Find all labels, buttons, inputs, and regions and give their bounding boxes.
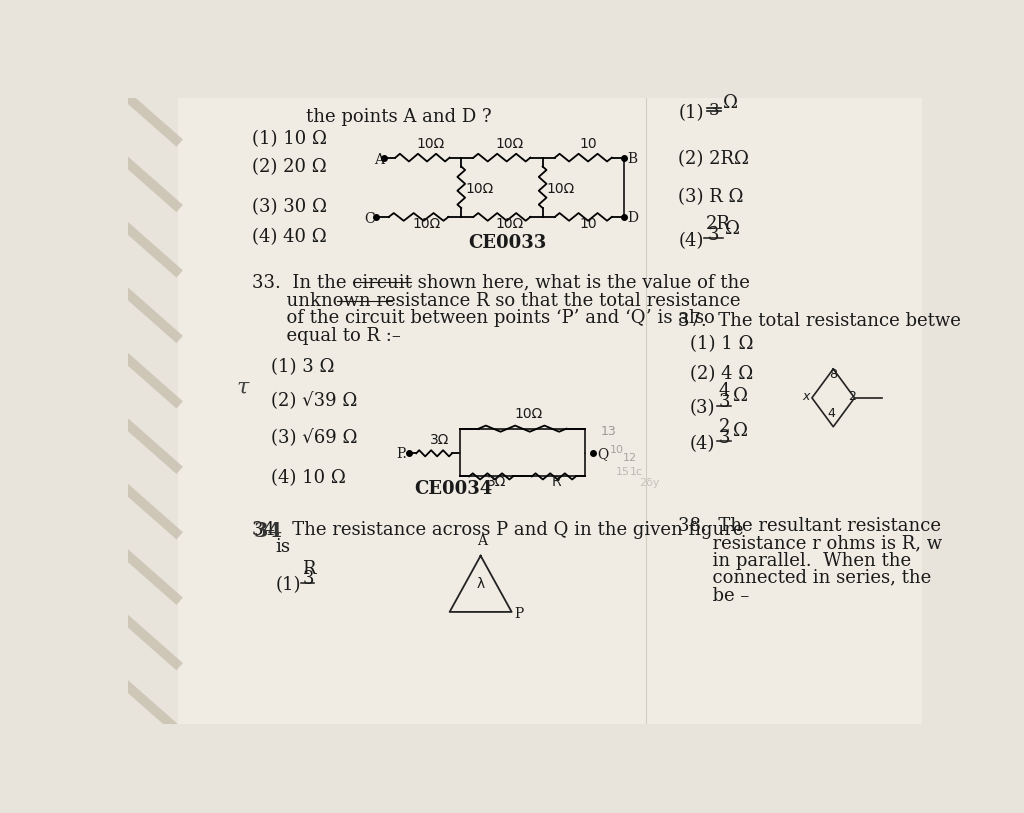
Text: 10Ω: 10Ω bbox=[496, 217, 524, 231]
Text: 4: 4 bbox=[827, 407, 835, 420]
Text: R: R bbox=[552, 475, 561, 489]
Text: 34: 34 bbox=[254, 521, 283, 541]
Text: (4) 10 Ω: (4) 10 Ω bbox=[271, 469, 346, 487]
Text: τ: τ bbox=[237, 377, 249, 399]
Text: 3Ω: 3Ω bbox=[429, 433, 449, 447]
Text: (2) 2RΩ: (2) 2RΩ bbox=[678, 150, 750, 168]
Text: 2: 2 bbox=[848, 390, 856, 403]
Text: (3) R Ω: (3) R Ω bbox=[678, 189, 743, 207]
Text: resistance r ohms is R, w: resistance r ohms is R, w bbox=[678, 534, 942, 552]
Text: 4: 4 bbox=[719, 382, 730, 400]
Text: (1): (1) bbox=[678, 104, 703, 122]
Text: is: is bbox=[275, 538, 290, 556]
Text: (3): (3) bbox=[690, 399, 716, 417]
Text: 37.  The total resistance betwe: 37. The total resistance betwe bbox=[678, 311, 962, 329]
Text: 15: 15 bbox=[616, 467, 630, 477]
Text: 3: 3 bbox=[302, 570, 314, 588]
Text: be –: be – bbox=[678, 586, 750, 605]
Text: (3) √69 Ω: (3) √69 Ω bbox=[271, 428, 357, 446]
Text: 10Ω: 10Ω bbox=[496, 137, 524, 150]
Text: λ: λ bbox=[477, 576, 485, 591]
Text: R: R bbox=[302, 560, 315, 578]
Text: 10Ω: 10Ω bbox=[547, 182, 574, 196]
Text: 2: 2 bbox=[719, 418, 730, 436]
Text: 13: 13 bbox=[601, 425, 616, 438]
Text: 2δy: 2δy bbox=[640, 478, 660, 489]
Text: A: A bbox=[374, 153, 384, 167]
Text: 10: 10 bbox=[580, 137, 597, 150]
Text: (2) 20 Ω: (2) 20 Ω bbox=[252, 158, 327, 176]
Text: in parallel.  When the: in parallel. When the bbox=[678, 552, 911, 570]
Text: (1) 10 Ω: (1) 10 Ω bbox=[252, 130, 327, 148]
Text: 3: 3 bbox=[708, 226, 719, 244]
Text: 3Ω: 3Ω bbox=[486, 475, 506, 489]
Text: (1): (1) bbox=[275, 576, 301, 594]
Text: CE0034: CE0034 bbox=[415, 480, 493, 498]
Text: P: P bbox=[514, 607, 523, 621]
Text: 8: 8 bbox=[829, 368, 838, 381]
Text: D: D bbox=[627, 211, 638, 225]
Text: C: C bbox=[365, 212, 375, 226]
Text: 2R: 2R bbox=[706, 215, 730, 233]
Text: (4) 40 Ω: (4) 40 Ω bbox=[252, 228, 327, 246]
Text: Ω: Ω bbox=[722, 94, 737, 112]
Text: the points A and D ?: the points A and D ? bbox=[306, 108, 492, 126]
Text: Ω: Ω bbox=[732, 423, 748, 441]
Text: P.: P. bbox=[396, 447, 407, 461]
Text: (4): (4) bbox=[690, 435, 715, 453]
Text: 34.  The resistance across P and Q in the given figure: 34. The resistance across P and Q in the… bbox=[252, 521, 743, 539]
Text: 1c: 1c bbox=[630, 467, 643, 477]
Text: A: A bbox=[477, 534, 487, 548]
Text: x: x bbox=[803, 390, 810, 403]
Text: 10: 10 bbox=[580, 217, 597, 231]
Text: (1) 1 Ω: (1) 1 Ω bbox=[690, 335, 754, 353]
Text: unknown resistance R so that the total resistance: unknown resistance R so that the total r… bbox=[252, 292, 740, 310]
Text: (2) 4 Ω: (2) 4 Ω bbox=[690, 366, 753, 384]
Text: Ω: Ω bbox=[732, 387, 748, 405]
Text: (1) 3 Ω: (1) 3 Ω bbox=[271, 358, 335, 376]
Text: (4): (4) bbox=[678, 233, 703, 250]
Text: CE0033: CE0033 bbox=[469, 233, 547, 252]
Text: 10Ω: 10Ω bbox=[417, 137, 444, 150]
Text: Q: Q bbox=[597, 447, 608, 461]
Text: of the circuit between points ‘P’ and ‘Q’ is also: of the circuit between points ‘P’ and ‘Q… bbox=[252, 309, 715, 328]
Text: 38.  The resultant resistance: 38. The resultant resistance bbox=[678, 517, 941, 535]
Text: Ω: Ω bbox=[725, 220, 739, 238]
Text: 10Ω: 10Ω bbox=[515, 406, 543, 421]
Text: connected in series, the: connected in series, the bbox=[678, 569, 932, 587]
Text: 3: 3 bbox=[719, 393, 730, 411]
Text: (2) √39 Ω: (2) √39 Ω bbox=[271, 393, 357, 411]
Text: 12: 12 bbox=[623, 453, 637, 463]
Text: 3: 3 bbox=[709, 102, 719, 119]
Text: 10Ω: 10Ω bbox=[465, 182, 494, 196]
Text: 10: 10 bbox=[610, 446, 624, 455]
Text: 3: 3 bbox=[719, 428, 730, 446]
Text: 10Ω: 10Ω bbox=[413, 217, 440, 231]
Text: (3) 30 Ω: (3) 30 Ω bbox=[252, 198, 327, 215]
Text: B: B bbox=[627, 152, 637, 166]
Text: equal to R :–: equal to R :– bbox=[252, 327, 400, 345]
Text: 33.  In the circuit shown here, what is the value of the: 33. In the circuit shown here, what is t… bbox=[252, 273, 750, 291]
